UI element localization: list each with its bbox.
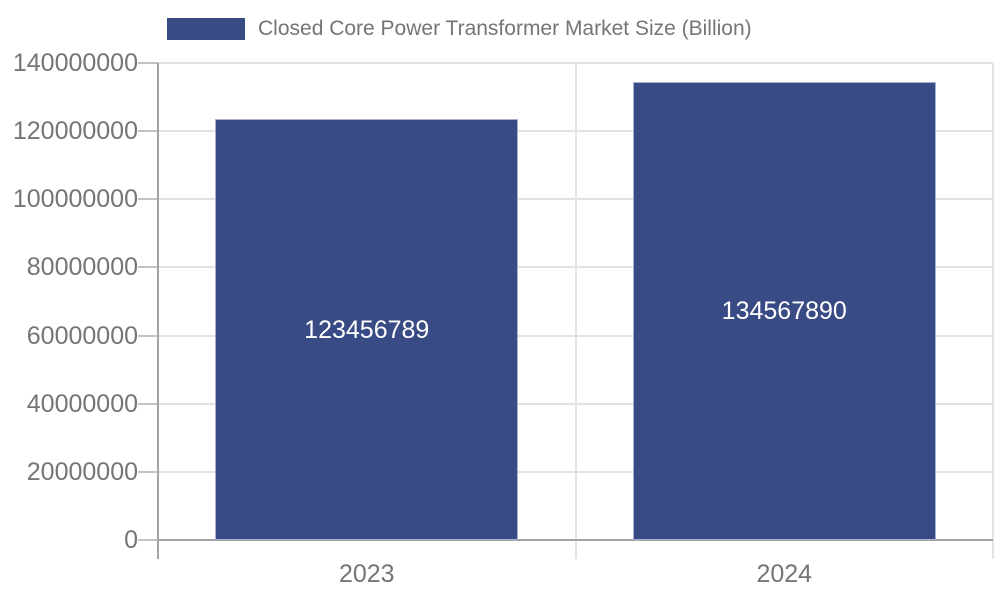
- x-gridline: [574, 63, 577, 559]
- bar-value-label: 123456789: [304, 315, 430, 344]
- x-gridline: [992, 63, 994, 559]
- y-tick: [138, 266, 158, 269]
- y-axis-line: [157, 63, 159, 559]
- bar-value-label: 134567890: [721, 296, 847, 325]
- x-tick-label: 2023: [338, 560, 395, 588]
- y-tick-label: 40000000: [26, 389, 138, 418]
- y-tick-label: 0: [124, 526, 138, 554]
- x-tick-label: 2024: [756, 560, 813, 588]
- y-tick: [138, 402, 158, 405]
- y-tick: [138, 470, 158, 473]
- y-tick: [138, 539, 158, 541]
- legend-swatch: [167, 18, 245, 40]
- y-tick-label: 20000000: [26, 457, 138, 486]
- y-tick-label: 100000000: [12, 185, 138, 214]
- y-tick: [138, 130, 158, 133]
- legend-label: Closed Core Power Transformer Market Siz…: [258, 17, 752, 40]
- y-tick: [138, 62, 158, 64]
- y-tick-label: 80000000: [26, 253, 138, 282]
- y-tick-label: 60000000: [26, 321, 138, 350]
- y-tick: [138, 334, 158, 337]
- bar-2024[interactable]: [632, 81, 936, 540]
- y-tick-label: 140000000: [12, 49, 138, 77]
- y-tick: [138, 198, 158, 201]
- y-tick-label: 120000000: [12, 117, 138, 146]
- x-axis-line: [158, 539, 993, 541]
- bar-2023[interactable]: [215, 119, 519, 540]
- legend[interactable]: Closed Core Power Transformer Market Siz…: [167, 17, 752, 41]
